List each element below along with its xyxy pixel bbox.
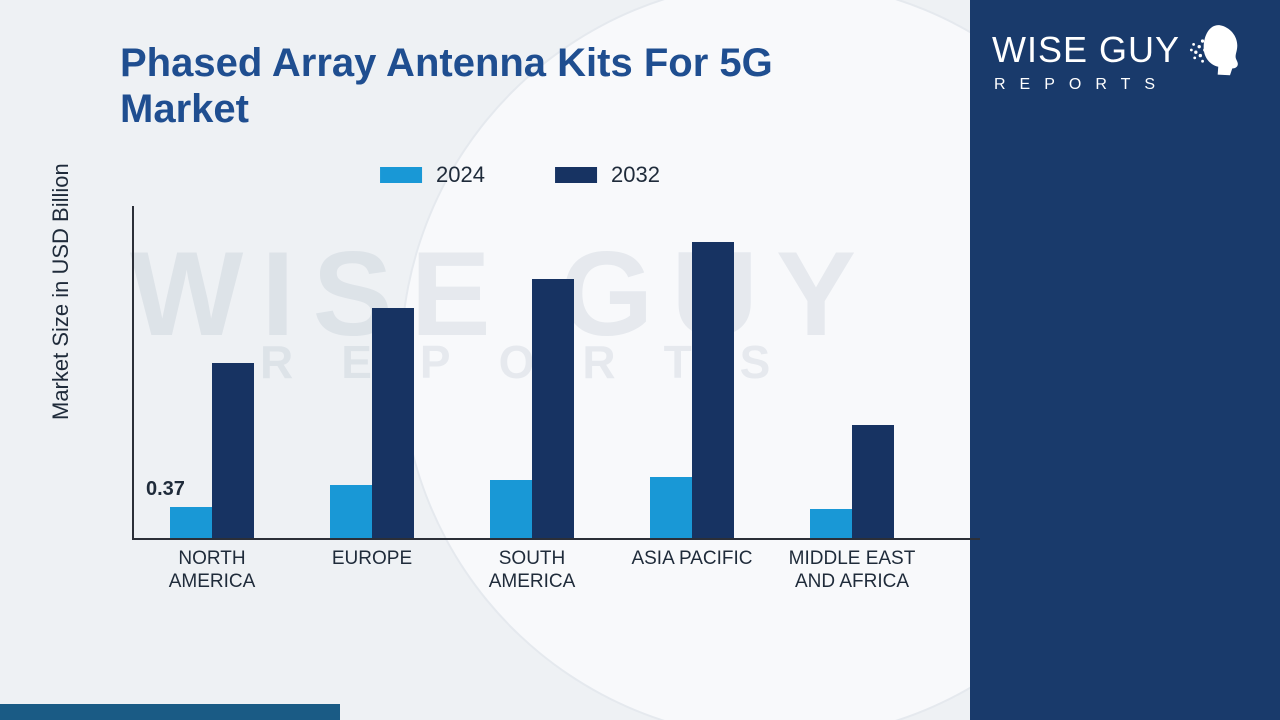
- value-label: 0.37: [146, 478, 185, 501]
- page: WISE GUY REPORTS WISE GUY REPORTS Phased …: [0, 0, 1280, 720]
- legend-swatch: [555, 167, 597, 183]
- category-label: MIDDLE EAST AND AFRICA: [782, 548, 922, 594]
- bar: [170, 507, 212, 538]
- bar: [212, 363, 254, 538]
- category-label: EUROPE: [302, 548, 442, 571]
- legend: 2024 2032: [380, 162, 660, 188]
- brand-sub: REPORTS: [994, 76, 1252, 94]
- legend-swatch: [380, 167, 422, 183]
- legend-item: 2032: [555, 162, 660, 188]
- brand-name: WISE GUY: [992, 29, 1180, 71]
- bar-group: ASIA PACIFIC: [632, 242, 752, 538]
- bar: [650, 477, 692, 538]
- brand-logo: WISE GUY REPORTS: [992, 22, 1252, 94]
- legend-label: 2024: [436, 162, 485, 188]
- bar-group: EUROPE: [312, 308, 432, 538]
- bar: [810, 509, 852, 538]
- bar-group: SOUTH AMERICA: [472, 279, 592, 538]
- head-icon: [1188, 22, 1244, 78]
- bar: [692, 242, 734, 538]
- chart: Market Size in USD Billion 2024 2032 NOR…: [60, 170, 980, 690]
- bar: [532, 279, 574, 538]
- bar-group: MIDDLE EAST AND AFRICA: [792, 425, 912, 538]
- page-title: Phased Array Antenna Kits For 5G Market: [120, 40, 840, 132]
- footer-accent-bar: [0, 704, 340, 720]
- bar: [330, 485, 372, 538]
- bar-group: NORTH AMERICA0.37: [152, 363, 272, 538]
- right-brand-panel: [970, 0, 1280, 720]
- plot-area: NORTH AMERICA0.37 EUROPE SOUTH AMERICA ASIA…: [132, 206, 980, 540]
- bar: [852, 425, 894, 538]
- bar: [372, 308, 414, 538]
- legend-label: 2032: [611, 162, 660, 188]
- category-label: NORTH AMERICA: [142, 548, 282, 594]
- legend-item: 2024: [380, 162, 485, 188]
- y-axis-label: Market Size in USD Billion: [48, 163, 74, 420]
- category-label: ASIA PACIFIC: [622, 548, 762, 571]
- category-label: SOUTH AMERICA: [462, 548, 602, 594]
- bar: [490, 480, 532, 538]
